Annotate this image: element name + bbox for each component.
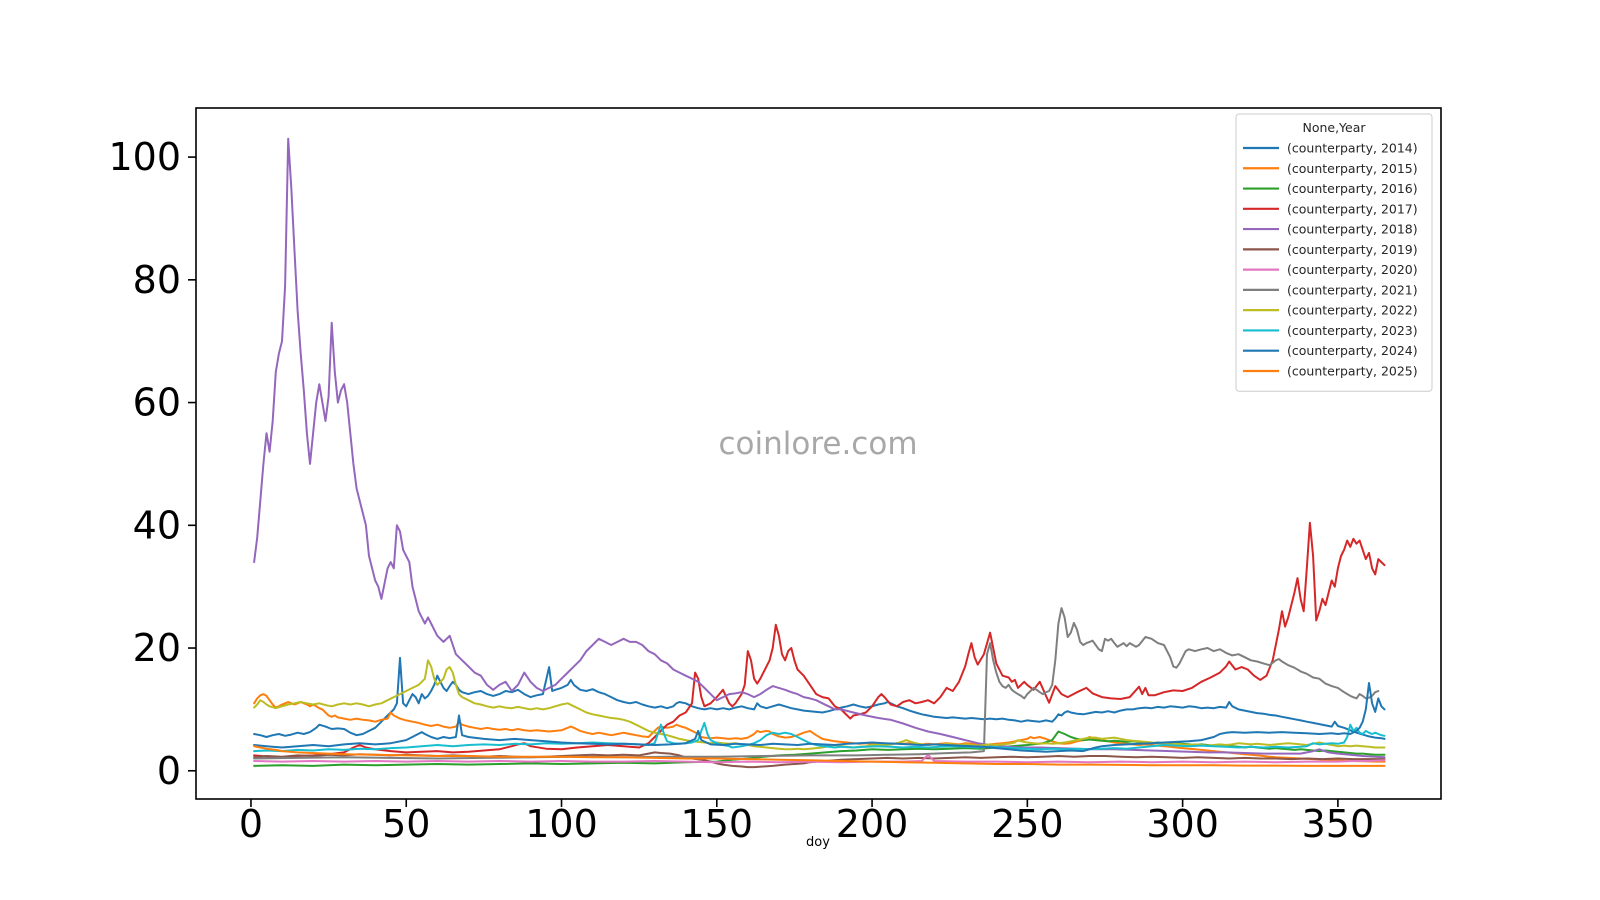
- y-tick-label: 0: [157, 749, 181, 793]
- legend-item-2014: (counterparty, 2014): [1243, 141, 1418, 156]
- y-tick-label: 100: [108, 135, 181, 179]
- legend-label: (counterparty, 2014): [1287, 141, 1418, 156]
- x-tick-label: 150: [681, 802, 754, 846]
- legend-label: (counterparty, 2024): [1287, 343, 1418, 358]
- legend-item-2024: (counterparty, 2024): [1243, 343, 1418, 358]
- legend-item-2019: (counterparty, 2019): [1243, 242, 1418, 257]
- legend-box: [1235, 113, 1433, 392]
- x-tick-label: 0: [239, 802, 263, 846]
- series-line-2022: [253, 659, 1386, 751]
- legend-label: (counterparty, 2015): [1287, 161, 1418, 176]
- legend-title: None,Year: [1302, 120, 1366, 135]
- y-tick-label: 80: [133, 258, 181, 302]
- legend-item-2018: (counterparty, 2018): [1243, 222, 1418, 237]
- x-axis-label: doy: [806, 835, 830, 850]
- y-tick-label: 60: [133, 381, 181, 425]
- x-tick-label: 300: [1146, 802, 1219, 846]
- legend-item-2025: (counterparty, 2025): [1243, 363, 1418, 378]
- series-layer: [253, 137, 1386, 769]
- legend-item-2022: (counterparty, 2022): [1243, 303, 1418, 318]
- legend-item-2023: (counterparty, 2023): [1243, 323, 1418, 338]
- legend-label: (counterparty, 2025): [1287, 363, 1418, 378]
- y-tick-label: 40: [133, 503, 181, 547]
- legend-item-2021: (counterparty, 2021): [1243, 282, 1418, 297]
- legend-item-2015: (counterparty, 2015): [1243, 161, 1418, 176]
- legend-label: (counterparty, 2023): [1287, 323, 1418, 338]
- axes-layer: 0 50 100 150 200 250 300 350 0 20 40 60 80 100: [108, 107, 1442, 846]
- legend-label: (counterparty, 2016): [1287, 181, 1418, 196]
- legend-label: (counterparty, 2021): [1287, 282, 1418, 297]
- legend-label: (counterparty, 2020): [1287, 262, 1418, 277]
- series-line-2023: [253, 721, 1386, 753]
- plot-border: [195, 107, 1442, 800]
- x-tick-label: 100: [525, 802, 598, 846]
- series-line-2018: [253, 137, 1386, 759]
- series-line-2017: [253, 521, 1386, 759]
- legend-item-2016: (counterparty, 2016): [1243, 181, 1418, 196]
- legend-label: (counterparty, 2017): [1287, 201, 1418, 216]
- x-tick-label: 200: [836, 802, 909, 846]
- legend: None,Year (counterparty, 2014) (counterpar…: [1235, 113, 1433, 392]
- series-line-2014: [253, 656, 1386, 740]
- legend-item-2020: (counterparty, 2020): [1243, 262, 1418, 277]
- series-line-2024: [253, 682, 1386, 753]
- legend-label: (counterparty, 2022): [1287, 303, 1418, 318]
- x-tick-label: 350: [1302, 802, 1375, 846]
- x-tick-label: 250: [991, 802, 1064, 846]
- x-tick-label: 50: [382, 802, 430, 846]
- y-tick-label: 20: [133, 626, 181, 670]
- series-line-2021: [253, 607, 1380, 760]
- legend-label: (counterparty, 2019): [1287, 242, 1418, 257]
- legend-item-2017: (counterparty, 2017): [1243, 201, 1418, 216]
- legend-label: (counterparty, 2018): [1287, 222, 1418, 237]
- watermark: coinlore.com: [718, 426, 917, 462]
- series-line-2025: [253, 745, 1386, 767]
